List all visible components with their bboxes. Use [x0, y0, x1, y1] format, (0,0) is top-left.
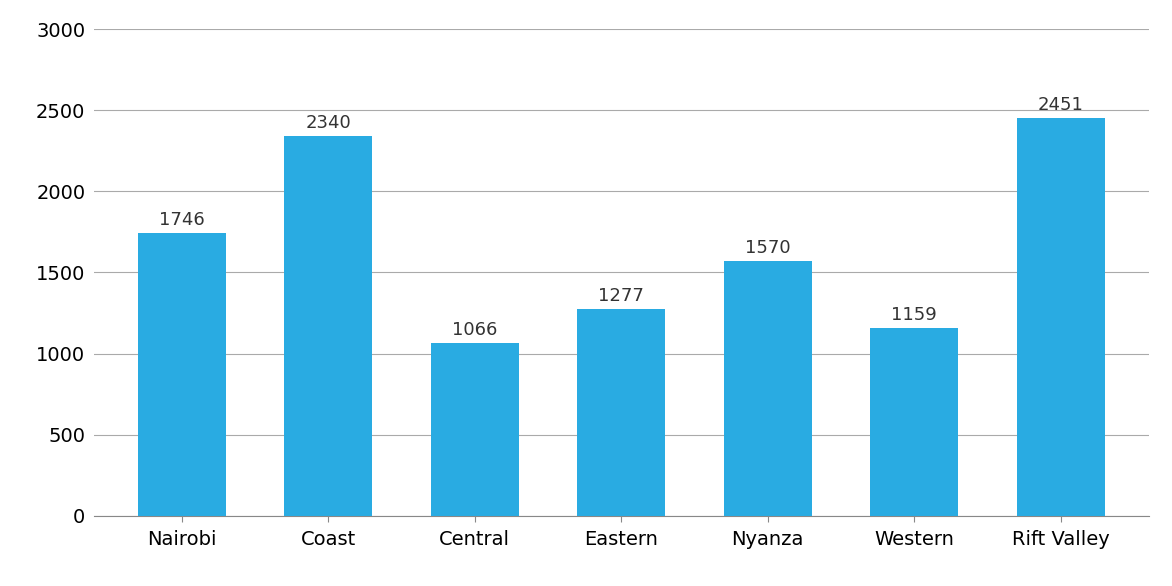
Text: 1159: 1159 — [891, 306, 938, 323]
Text: 1066: 1066 — [452, 321, 497, 339]
Text: 1570: 1570 — [745, 239, 790, 257]
Bar — [284, 137, 372, 516]
Text: 2451: 2451 — [1037, 96, 1084, 114]
Bar — [431, 343, 518, 516]
Text: 1277: 1277 — [598, 287, 645, 305]
Bar — [578, 309, 666, 516]
Bar — [724, 261, 811, 516]
Bar — [138, 233, 225, 516]
Text: 2340: 2340 — [305, 114, 352, 132]
Bar — [1017, 118, 1104, 516]
Bar — [870, 328, 959, 516]
Text: 1746: 1746 — [158, 210, 205, 229]
